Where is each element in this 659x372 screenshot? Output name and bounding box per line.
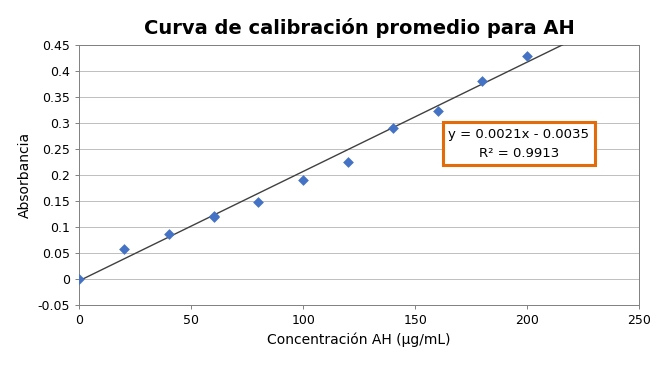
Point	[119, 246, 129, 252]
Point	[208, 214, 219, 220]
Point	[522, 53, 532, 59]
Point	[298, 177, 308, 183]
Title: Curva de calibración promedio para AH: Curva de calibración promedio para AH	[144, 17, 575, 38]
Point	[477, 78, 488, 84]
X-axis label: Concentración AH (μg/mL): Concentración AH (μg/mL)	[268, 333, 451, 347]
Point	[387, 125, 398, 131]
Point	[163, 231, 174, 237]
Text: y = 0.0021x - 0.0035
R² = 0.9913: y = 0.0021x - 0.0035 R² = 0.9913	[448, 128, 589, 160]
Point	[253, 199, 264, 205]
Point	[208, 213, 219, 219]
Point	[343, 159, 353, 165]
Point	[432, 108, 443, 114]
Point	[74, 276, 84, 282]
Y-axis label: Absorbancia: Absorbancia	[18, 132, 32, 218]
